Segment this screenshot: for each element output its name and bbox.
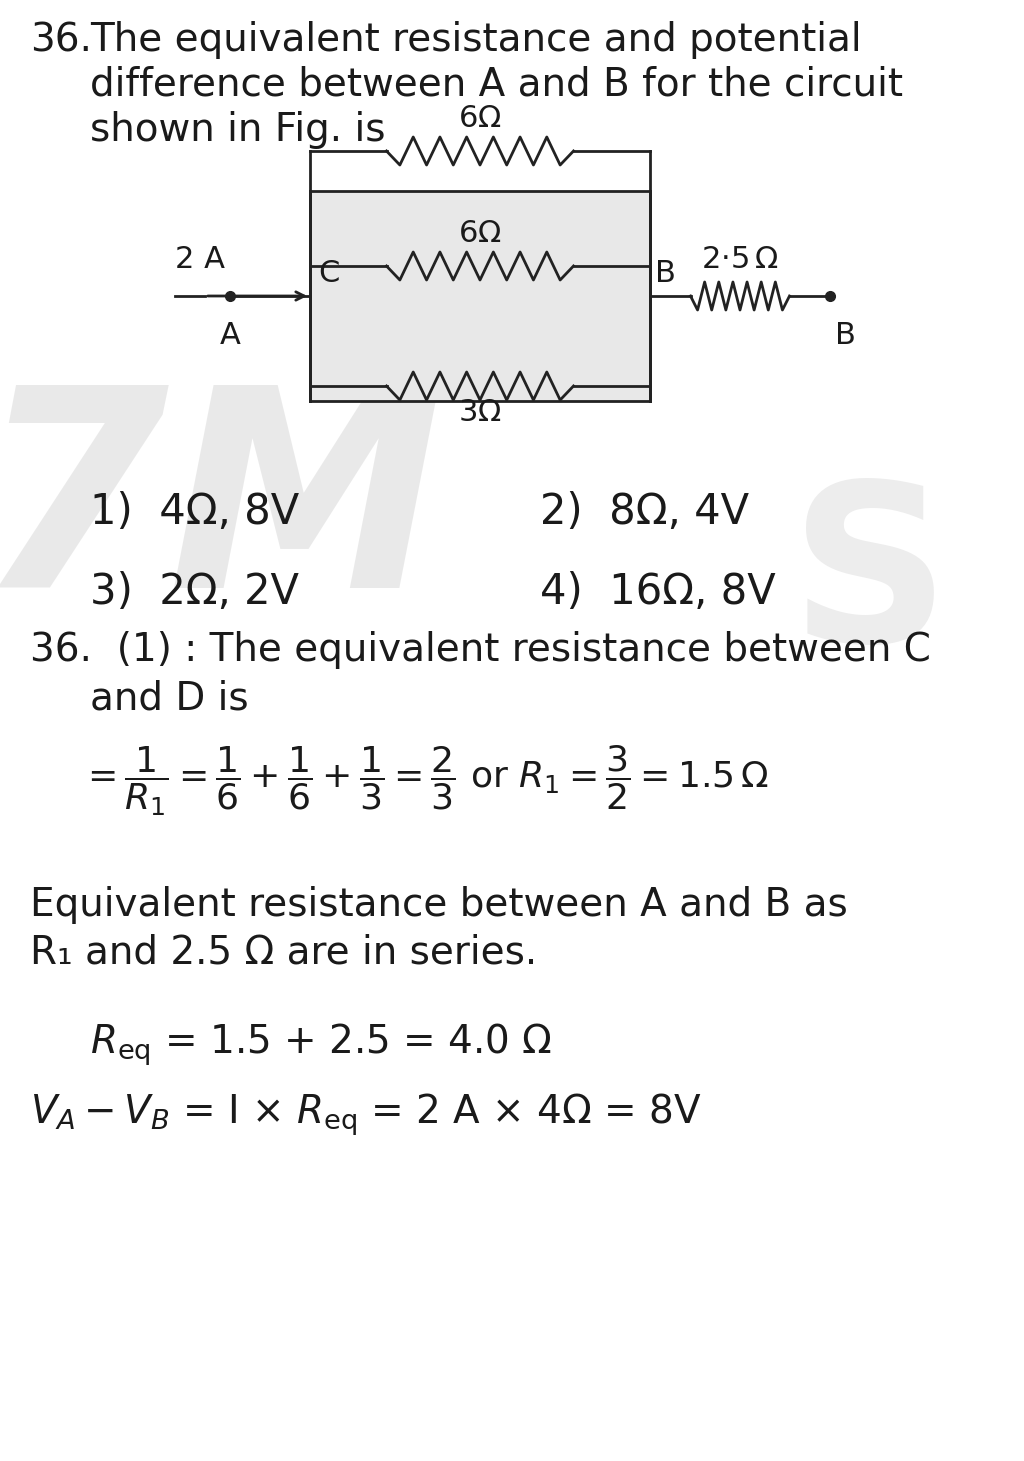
FancyBboxPatch shape [310,191,650,400]
Text: S: S [790,473,950,688]
Text: 2)  8Ω, 4V: 2) 8Ω, 4V [540,491,750,533]
Text: $2{\cdot}5\,\Omega$: $2{\cdot}5\,\Omega$ [701,245,779,275]
Text: shown in Fig. is: shown in Fig. is [90,111,385,149]
Text: 4)  16Ω, 8V: 4) 16Ω, 8V [540,571,776,614]
Text: 36.: 36. [30,20,92,58]
Text: R₁ and 2.5 Ω are in series.: R₁ and 2.5 Ω are in series. [30,934,538,972]
Text: 7M: 7M [0,375,444,646]
Text: $6\Omega$: $6\Omega$ [458,104,502,133]
Text: difference between A and B for the circuit: difference between A and B for the circu… [90,66,903,104]
Text: $R_{\mathrm{eq}}$ = 1.5 + 2.5 = 4.0 Ω: $R_{\mathrm{eq}}$ = 1.5 + 2.5 = 4.0 Ω [90,1021,552,1068]
Text: 2 A: 2 A [175,245,225,275]
Text: 1)  4Ω, 8V: 1) 4Ω, 8V [90,491,299,533]
Text: B: B [835,321,856,351]
Text: C: C [318,259,339,288]
Text: B: B [655,259,676,288]
Text: A: A [219,321,241,351]
Text: $6\Omega$: $6\Omega$ [458,219,502,248]
Text: $= \dfrac{1}{R_1} = \dfrac{1}{6} + \dfrac{1}{6} + \dfrac{1}{3} = \dfrac{2}{3}$$ : $= \dfrac{1}{R_1} = \dfrac{1}{6} + \dfra… [80,744,769,818]
Text: $V_A - V_B$ = I × $R_{\mathrm{eq}}$ = 2 A × 4Ω = 8V: $V_A - V_B$ = I × $R_{\mathrm{eq}}$ = 2 … [30,1091,701,1138]
Text: $3\Omega$: $3\Omega$ [458,397,502,427]
Text: 36.  (1) : The equivalent resistance between C: 36. (1) : The equivalent resistance betw… [30,631,931,669]
Text: Equivalent resistance between A and B as: Equivalent resistance between A and B as [30,885,848,923]
Text: The equivalent resistance and potential: The equivalent resistance and potential [90,20,861,58]
Text: and D is: and D is [90,679,249,717]
Text: 3)  2Ω, 2V: 3) 2Ω, 2V [90,571,299,614]
